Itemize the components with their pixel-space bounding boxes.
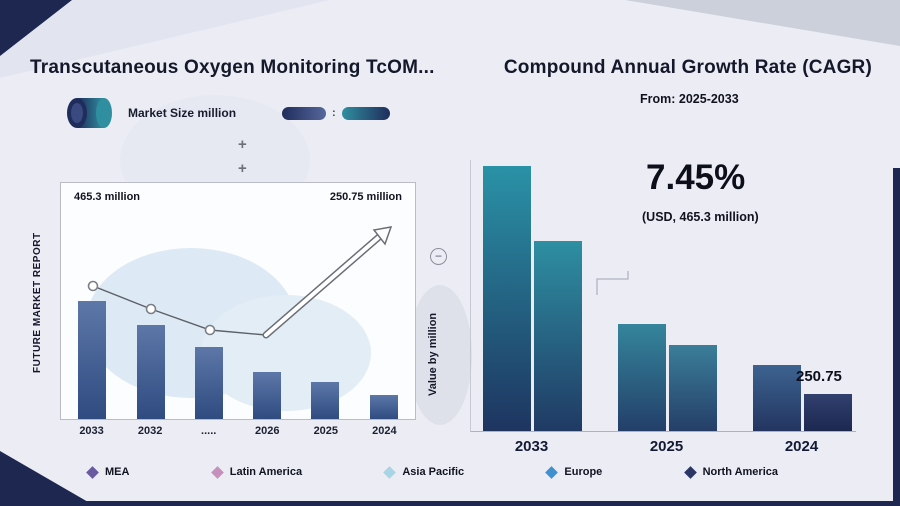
cagr-value: 7.45% [646,158,746,197]
top-right-band-decoration [625,0,900,46]
mini-x-label: 2025 [313,425,339,437]
legend-diamond-icon [683,465,697,479]
main-bar [483,166,531,431]
gradient-pill-icon [341,106,390,120]
top-legend: Market Size million : [64,96,390,130]
mini-x-label: 2032 [137,425,163,437]
mini-labels: 2033 2032..... 2026 2025 2024 [60,425,416,437]
page-title-right: Compound Annual Growth Rate (CAGR) [503,57,872,78]
mini-bar [78,301,107,419]
main-bars [470,160,856,432]
main-bar [618,324,666,431]
plus-icon: + [238,160,247,177]
mini-bar [136,325,165,419]
chart-end-value: 250.75 [796,368,842,385]
circle-minus-icon: − [430,248,447,265]
bottom-legend: MEA Latin America Asia Pacific Europe North … [86,465,778,479]
gradient-pills: : [282,106,390,120]
mini-bar [253,372,282,419]
legend-label: Asia Pacific [402,466,465,478]
gradient-pill-icon [282,106,327,120]
legend-label: MEA [105,466,130,478]
main-bar [534,241,582,431]
date-range-label: From: 2025-2033 [640,92,739,106]
main-labels: 2033 2025 2024 [470,438,851,455]
cylinder-icon [67,98,112,128]
bottom-left-corner-triangle [0,451,95,506]
main-x-label: 2025 [649,438,684,455]
mini-x-label: 2033 [79,425,104,437]
background-blob [408,285,472,425]
cagr-subtitle: (USD, 465.3 million) [642,210,759,224]
step-bracket-decoration [596,271,629,295]
bar-group [483,166,582,431]
mini-bar [311,382,340,419]
page-title-left: Transcutaneous Oxygen Monitoring TcOM... [30,57,435,78]
header: Transcutaneous Oxygen Monitoring TcOM...… [30,57,872,79]
mini-x-label: 2026 [255,425,280,437]
bottom-edge-bar [0,501,900,506]
mini-chart-end-value: 250.75 million [329,191,402,203]
legend-label: Europe [564,466,603,478]
main-bar [804,394,852,431]
mini-x-label: 2024 [372,425,397,437]
mini-x-label: ..... [201,425,217,437]
legend-item: North America [683,465,778,479]
pill-separator: : [332,107,336,119]
legend-item: Asia Pacific [383,465,465,479]
mini-chart-start-value: 465.3 million [74,191,141,203]
mini-bar [369,395,398,419]
mini-bars [61,183,415,419]
future-market-report-label: FUTURE MARKET REPORT [32,232,43,374]
bar-group [618,324,717,431]
market-size-label: Market Size million [128,106,237,120]
legend-item: Latin America [210,465,303,479]
mini-bar [194,347,223,419]
legend-item: Europe [545,465,603,479]
main-x-label: 2033 [514,438,549,455]
legend-diamond-icon [545,465,559,479]
legend-diamond-icon [383,465,397,479]
plus-icon: + [238,136,247,153]
main-bar [753,365,801,431]
main-bar [669,345,717,431]
legend-diamond-icon [210,465,224,479]
bar-group [753,365,852,431]
legend-item: MEA [86,465,130,479]
legend-label: Latin America [229,466,303,478]
legend-diamond-icon [86,465,99,479]
y-axis-label: Value by million [427,312,439,397]
right-edge-bar [893,168,900,506]
main-x-label: 2024 [784,438,819,455]
legend-label: North America [702,466,778,478]
mini-chart-panel: 465.3 million 250.75 million [60,182,416,420]
